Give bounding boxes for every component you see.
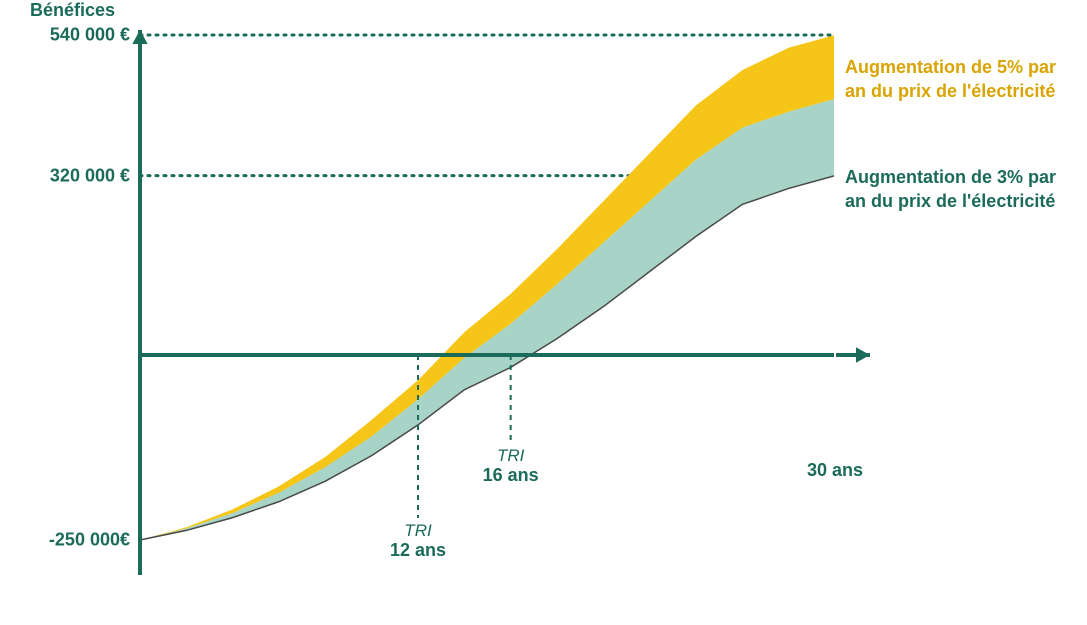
legend-yellow: Augmentation de 5% par an du prix de l'é… [845, 55, 1075, 104]
tri-marker-label: TRI 16 ans [483, 447, 539, 485]
tri-word: TRI [483, 447, 539, 466]
y-tick-label: 320 000 € [50, 165, 130, 186]
y-tick-label: -250 000€ [49, 530, 130, 551]
y-axis-title: Bénéfices [30, 0, 115, 21]
y-tick-label: 540 000 € [50, 25, 130, 46]
tri-marker-label: TRI 12 ans [390, 522, 446, 560]
benefices-chart: { "chart": { "type": "area", "dimensions… [0, 0, 1087, 625]
tri-value: 12 ans [390, 541, 446, 561]
x-end-label: 30 ans [807, 460, 863, 481]
tri-word: TRI [390, 522, 446, 541]
legend-teal: Augmentation de 3% par an du prix de l'é… [845, 165, 1075, 214]
tri-value: 16 ans [483, 466, 539, 486]
